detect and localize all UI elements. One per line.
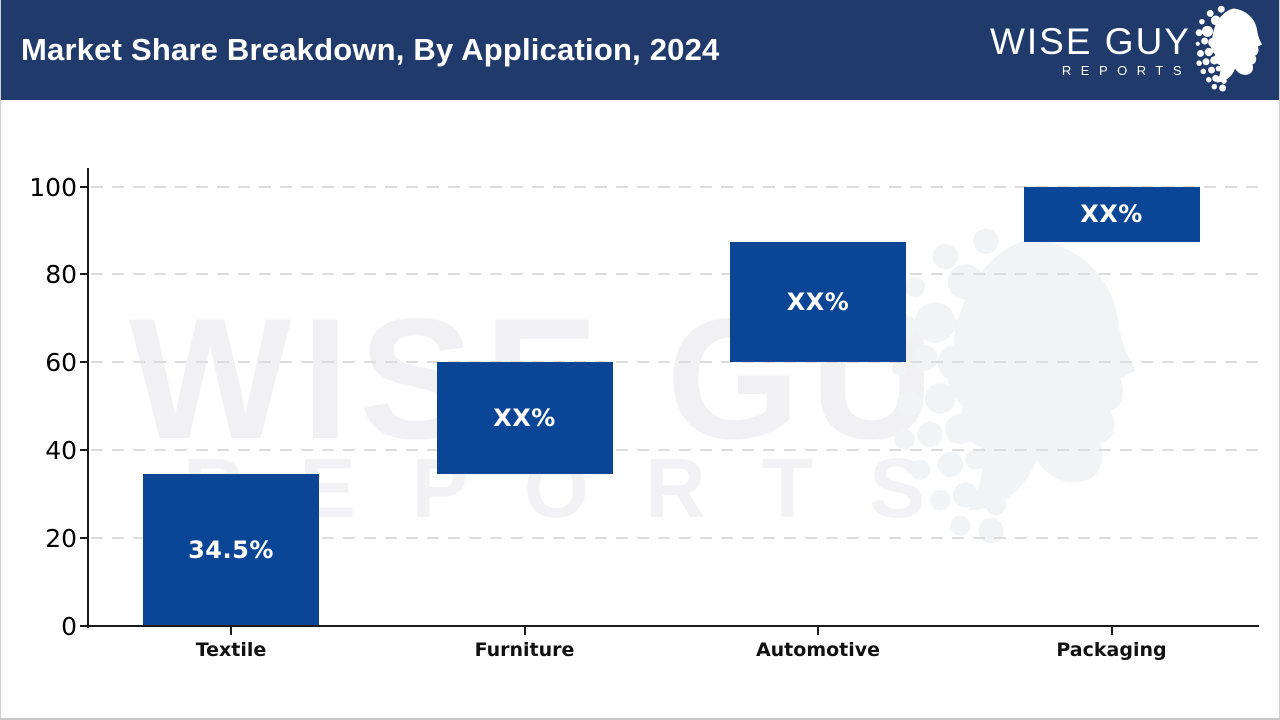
x-tick-label: Automotive <box>755 639 881 661</box>
x-tick <box>817 627 819 635</box>
x-tick-label: Furniture <box>474 639 575 661</box>
page-title: Market Share Breakdown, By Application, … <box>21 32 720 67</box>
brand-name: WISE GUY <box>989 20 1191 62</box>
y-tick-label: 20 <box>45 523 77 553</box>
y-tick-label: 80 <box>45 260 77 290</box>
gridline <box>91 185 1259 188</box>
bar-value-label: XX% <box>786 287 850 316</box>
y-tick <box>80 624 89 627</box>
y-tick <box>80 361 89 364</box>
x-tick-label: Textile <box>195 639 267 661</box>
bar-textile: 34.5% <box>143 474 319 626</box>
y-axis-line <box>87 168 89 628</box>
y-tick-label: 100 <box>29 172 77 202</box>
bar-value-label: XX% <box>1080 200 1143 229</box>
bar-furniture: XX% <box>436 362 613 475</box>
y-tick-label: 40 <box>45 435 77 465</box>
brand-text: WISE GUY REPORTS <box>990 23 1191 78</box>
watermark-head-icon <box>891 228 1136 544</box>
gridline <box>91 536 1259 539</box>
x-tick <box>1110 627 1113 635</box>
x-axis-line <box>87 625 1259 627</box>
gridline <box>91 448 1259 451</box>
brand-head-icon <box>1195 5 1263 92</box>
brand-logo: WISE GUY REPORTS <box>990 5 1279 95</box>
bar-packaging: XX% <box>1023 186 1200 242</box>
y-tick <box>80 185 89 188</box>
x-tick-label: Packaging <box>1056 639 1167 661</box>
y-tick <box>80 273 89 276</box>
y-tick-label: 0 <box>61 611 77 641</box>
y-tick <box>80 536 89 539</box>
y-tick <box>80 448 89 451</box>
bar-value-label: XX% <box>493 404 556 433</box>
gridline <box>91 361 1259 364</box>
x-tick <box>230 627 232 635</box>
bar-automotive: XX% <box>730 241 906 363</box>
y-tick-label: 60 <box>45 348 77 378</box>
brand-subtitle: REPORTS <box>1061 62 1191 78</box>
header: Market Share Breakdown, By Application, … <box>1 0 1279 100</box>
gridline <box>91 273 1259 276</box>
bar-value-label: 34.5% <box>188 535 274 564</box>
x-tick <box>523 627 526 635</box>
